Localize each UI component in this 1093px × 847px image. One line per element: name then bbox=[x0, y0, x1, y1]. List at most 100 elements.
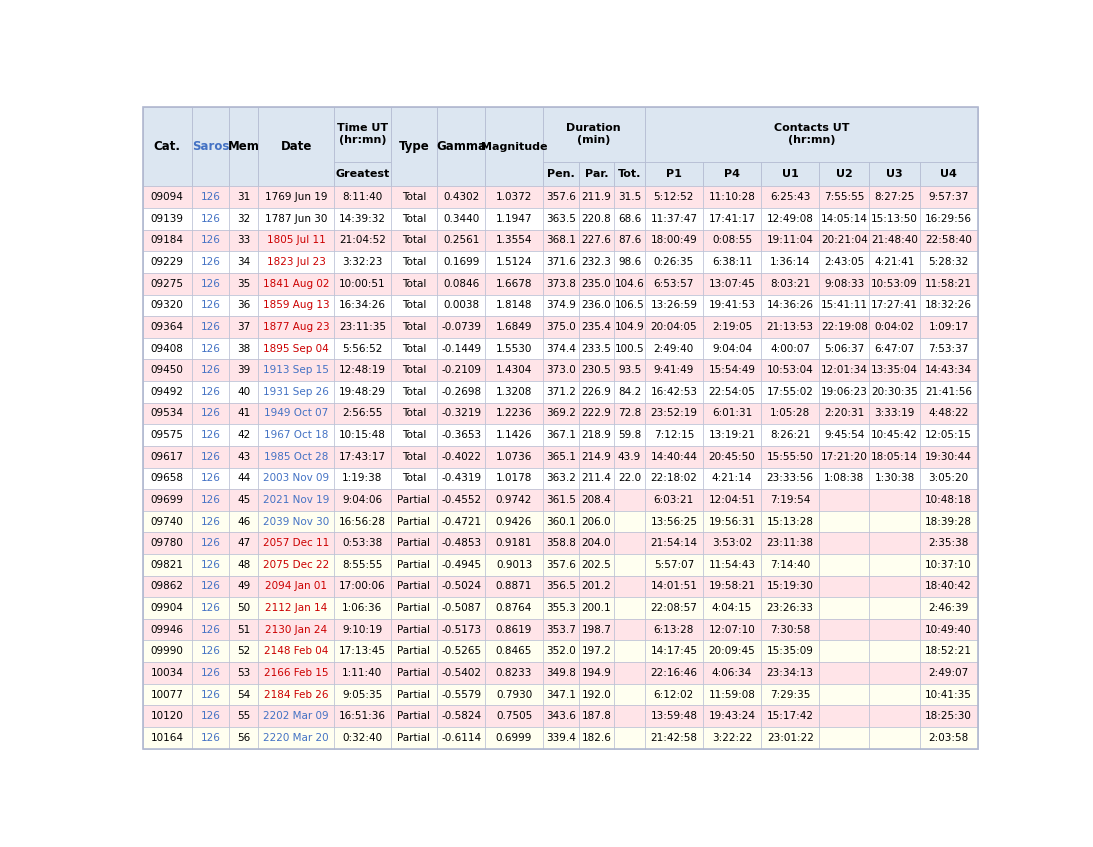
Bar bbox=[334, 107, 390, 162]
Bar bbox=[437, 684, 485, 706]
Bar bbox=[543, 489, 578, 511]
Text: 227.6: 227.6 bbox=[581, 235, 611, 246]
Bar bbox=[820, 684, 869, 706]
Bar bbox=[703, 576, 761, 597]
Bar bbox=[761, 684, 820, 706]
Text: 126: 126 bbox=[201, 192, 221, 202]
Text: 39: 39 bbox=[237, 365, 250, 375]
Text: 52: 52 bbox=[237, 646, 250, 656]
Bar bbox=[869, 316, 919, 338]
Bar bbox=[703, 162, 761, 186]
Bar bbox=[334, 576, 390, 597]
Text: U1: U1 bbox=[781, 169, 799, 179]
Text: 4:21:14: 4:21:14 bbox=[712, 473, 752, 484]
Bar bbox=[142, 186, 191, 208]
Bar bbox=[543, 533, 578, 554]
Text: 22:58:40: 22:58:40 bbox=[926, 235, 972, 246]
Text: 126: 126 bbox=[201, 603, 221, 613]
Bar bbox=[614, 597, 645, 619]
Bar bbox=[258, 554, 334, 576]
Bar bbox=[191, 489, 230, 511]
Bar bbox=[761, 338, 820, 359]
Bar bbox=[645, 662, 703, 684]
Text: 126: 126 bbox=[201, 560, 221, 570]
Text: 10:00:51: 10:00:51 bbox=[339, 279, 386, 289]
Text: Total: Total bbox=[401, 451, 426, 462]
Text: 22:18:02: 22:18:02 bbox=[650, 473, 697, 484]
Bar bbox=[820, 640, 869, 662]
Text: 126: 126 bbox=[201, 257, 221, 267]
Bar bbox=[390, 662, 437, 684]
Text: 15:41:11: 15:41:11 bbox=[821, 301, 868, 310]
Bar bbox=[543, 640, 578, 662]
Bar bbox=[334, 186, 390, 208]
Text: -0.5824: -0.5824 bbox=[442, 711, 481, 721]
Text: 1:36:14: 1:36:14 bbox=[771, 257, 810, 267]
Text: 9:57:37: 9:57:37 bbox=[928, 192, 968, 202]
Text: 1931 Sep 26: 1931 Sep 26 bbox=[263, 387, 329, 397]
Bar bbox=[820, 295, 869, 316]
Text: Partial: Partial bbox=[397, 689, 431, 700]
Text: 33: 33 bbox=[237, 235, 250, 246]
Text: 358.8: 358.8 bbox=[545, 538, 576, 548]
Bar bbox=[191, 381, 230, 402]
Bar bbox=[258, 446, 334, 468]
Text: 226.9: 226.9 bbox=[581, 387, 611, 397]
Text: 0.3440: 0.3440 bbox=[443, 213, 480, 224]
Bar bbox=[869, 381, 919, 402]
Bar bbox=[437, 533, 485, 554]
Text: 373.8: 373.8 bbox=[545, 279, 576, 289]
Bar bbox=[191, 533, 230, 554]
Bar bbox=[334, 381, 390, 402]
Bar bbox=[142, 489, 191, 511]
Bar bbox=[142, 533, 191, 554]
Text: 369.2: 369.2 bbox=[545, 408, 576, 418]
Text: 23:11:38: 23:11:38 bbox=[766, 538, 813, 548]
Text: 126: 126 bbox=[201, 668, 221, 678]
Text: 0.9181: 0.9181 bbox=[496, 538, 532, 548]
Text: 357.6: 357.6 bbox=[545, 560, 576, 570]
Bar bbox=[820, 662, 869, 684]
Text: 126: 126 bbox=[201, 213, 221, 224]
Bar bbox=[334, 424, 390, 446]
Text: 09139: 09139 bbox=[151, 213, 184, 224]
Text: 1:30:38: 1:30:38 bbox=[874, 473, 915, 484]
Bar bbox=[258, 424, 334, 446]
Bar bbox=[820, 576, 869, 597]
Text: 50: 50 bbox=[237, 603, 250, 613]
Bar bbox=[485, 424, 543, 446]
Bar bbox=[919, 533, 978, 554]
Text: 12:07:10: 12:07:10 bbox=[708, 625, 755, 634]
Bar bbox=[230, 554, 258, 576]
Text: 09275: 09275 bbox=[151, 279, 184, 289]
Bar bbox=[919, 489, 978, 511]
Bar bbox=[703, 662, 761, 684]
Bar bbox=[703, 533, 761, 554]
Bar bbox=[230, 597, 258, 619]
Bar bbox=[645, 295, 703, 316]
Text: 09492: 09492 bbox=[151, 387, 184, 397]
Text: 11:54:43: 11:54:43 bbox=[708, 560, 755, 570]
Text: 367.1: 367.1 bbox=[545, 430, 576, 440]
Bar bbox=[390, 107, 437, 186]
Bar bbox=[191, 446, 230, 468]
Text: 10:49:40: 10:49:40 bbox=[926, 625, 972, 634]
Text: 4:21:41: 4:21:41 bbox=[874, 257, 915, 267]
Text: 126: 126 bbox=[201, 581, 221, 591]
Text: 1.0372: 1.0372 bbox=[496, 192, 532, 202]
Bar bbox=[645, 533, 703, 554]
Text: 373.0: 373.0 bbox=[545, 365, 576, 375]
Text: 126: 126 bbox=[201, 711, 221, 721]
Text: -0.5087: -0.5087 bbox=[442, 603, 481, 613]
Bar bbox=[614, 359, 645, 381]
Text: 18:39:28: 18:39:28 bbox=[925, 517, 972, 527]
Text: 374.9: 374.9 bbox=[545, 301, 576, 310]
Text: Greatest: Greatest bbox=[336, 169, 389, 179]
Text: 21:13:53: 21:13:53 bbox=[766, 322, 813, 332]
Text: 18:05:14: 18:05:14 bbox=[871, 451, 918, 462]
Bar bbox=[230, 359, 258, 381]
Text: 15:55:50: 15:55:50 bbox=[767, 451, 813, 462]
Text: 09699: 09699 bbox=[151, 495, 184, 505]
Text: Total: Total bbox=[401, 257, 426, 267]
Bar bbox=[869, 662, 919, 684]
